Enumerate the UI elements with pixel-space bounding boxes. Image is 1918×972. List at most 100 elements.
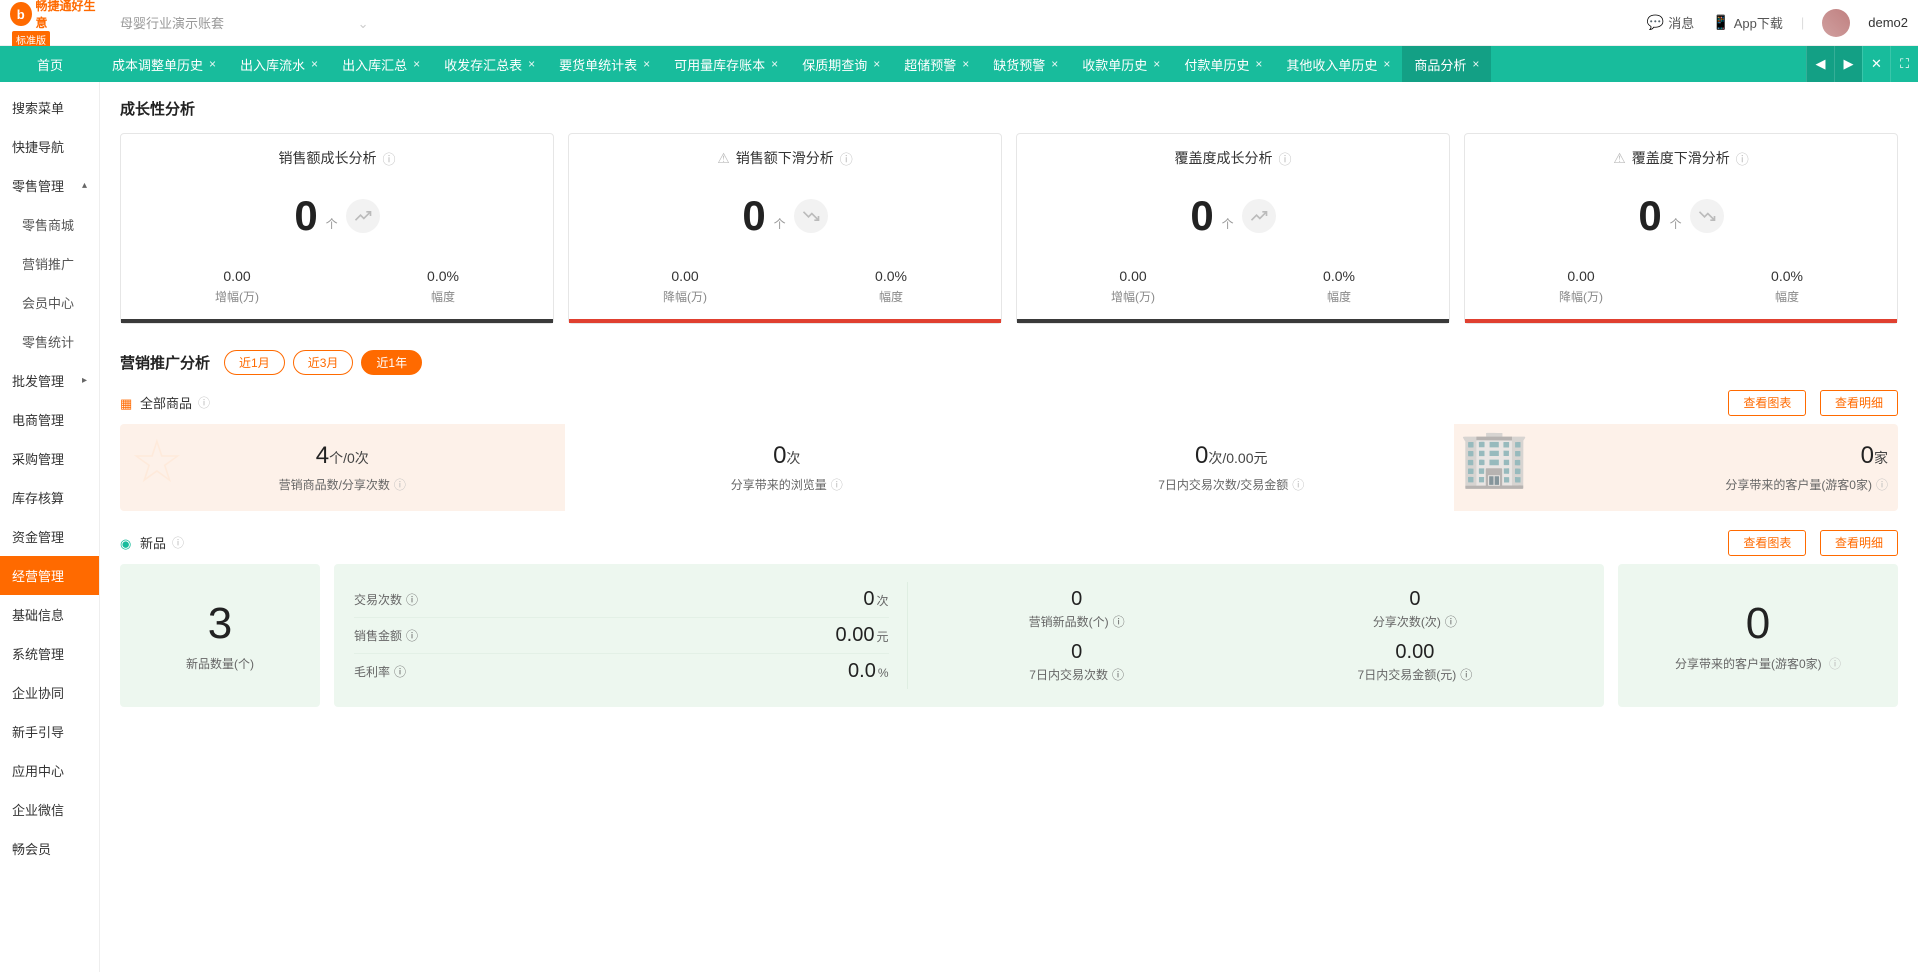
period-pill[interactable]: 近1年 — [361, 350, 422, 375]
tab-item[interactable]: 其他收入单历史× — [1274, 46, 1402, 82]
new-goods-count-label: 新品数量(个) — [186, 655, 254, 672]
tab-close-icon[interactable]: × — [1255, 57, 1262, 71]
avatar[interactable] — [1822, 9, 1850, 37]
sidebar-item[interactable]: 电商管理 — [0, 400, 99, 439]
new-goods-chart-button[interactable]: 查看图表 — [1728, 530, 1806, 556]
strip-cell: 🏢0家分享带来的客户量(游客0家) ⓘ — [1454, 424, 1899, 511]
period-pill[interactable]: 近1月 — [224, 350, 285, 375]
period-pill[interactable]: 近3月 — [293, 350, 354, 375]
marketing-title: 营销推广分析 — [120, 352, 210, 373]
tab-item[interactable]: 可用量库存账本× — [662, 46, 790, 82]
tab-close-icon[interactable]: × — [643, 57, 650, 71]
sidebar-subitem[interactable]: 营销推广 — [0, 244, 99, 283]
growth-big-number: 0 — [742, 192, 765, 240]
sidebar-item[interactable]: 畅会员 — [0, 829, 99, 868]
tab-item[interactable]: 付款单历史× — [1172, 46, 1274, 82]
sidebar-item-label: 新手引导 — [12, 722, 64, 741]
tab-home[interactable]: 首页 — [0, 46, 100, 82]
username: demo2 — [1868, 15, 1908, 30]
tab-close-icon[interactable]: × — [1383, 57, 1390, 71]
sidebar-subitem[interactable]: 会员中心 — [0, 283, 99, 322]
sidebar-item-label: 经营管理 — [12, 566, 64, 585]
metric-value: 0.0% — [1323, 268, 1355, 284]
sidebar-item[interactable]: 采购管理 — [0, 439, 99, 478]
tab-close-icon[interactable]: × — [413, 57, 420, 71]
sidebar-item[interactable]: 企业微信 — [0, 790, 99, 829]
sidebar-item[interactable]: 系统管理 — [0, 634, 99, 673]
sidebar: 搜索菜单 快捷导航 零售管理▴零售商城营销推广会员中心零售统计批发管理▸电商管理… — [0, 82, 100, 972]
tab-close-icon[interactable]: × — [1051, 57, 1058, 71]
tab-item[interactable]: 商品分析× — [1402, 46, 1491, 82]
tab-controls: ◀ ▶ ✕ ⛶ — [1806, 46, 1918, 82]
new-goods-metrics-left: 交易次数 ⓘ0次销售金额 ⓘ0.00元毛利率 ⓘ0.0% — [354, 582, 908, 689]
tab-item[interactable]: 要货单统计表× — [547, 46, 662, 82]
new-goods-detail-button[interactable]: 查看明细 — [1820, 530, 1898, 556]
tab-item[interactable]: 保质期查询× — [790, 46, 892, 82]
account-selector[interactable]: 母婴行业演示账套 — [100, 13, 1647, 32]
metric-row: 交易次数 ⓘ0次 — [354, 582, 889, 618]
tab-item[interactable]: 收款单历史× — [1070, 46, 1172, 82]
sidebar-subitem[interactable]: 零售统计 — [0, 322, 99, 361]
tab-close-icon[interactable]: × — [1472, 57, 1479, 71]
growth-card[interactable]: 覆盖度成长分析ⓘ0个0.00增幅(万)0.0%幅度 — [1016, 133, 1450, 324]
all-goods-detail-button[interactable]: 查看明细 — [1820, 390, 1898, 416]
tab-scroll-left[interactable]: ◀ — [1806, 46, 1834, 82]
top-header: b 畅捷通好生意 标准版 母婴行业演示账套 💬 消息 📱 App下载 | dem… — [0, 0, 1918, 46]
sidebar-item-label: 零售管理 — [12, 176, 64, 195]
sidebar-quicknav[interactable]: 快捷导航 — [0, 127, 99, 166]
sidebar-subitem[interactable]: 零售商城 — [0, 205, 99, 244]
strip-label: 7日内交易次数/交易金额 ⓘ — [1019, 476, 1444, 493]
metric-value: 0.00 — [215, 268, 259, 284]
metric-value: 0.00 — [663, 268, 707, 284]
info-icon: ⓘ — [1292, 476, 1304, 493]
growth-card-bar — [121, 319, 553, 323]
tab-close-all[interactable]: ✕ — [1862, 46, 1890, 82]
content: 成长性分析 销售额成长分析ⓘ0个0.00增幅(万)0.0%幅度⚠销售额下滑分析ⓘ… — [100, 82, 1918, 972]
sidebar-item-label: 基础信息 — [12, 605, 64, 624]
sidebar-item[interactable]: 基础信息 — [0, 595, 99, 634]
growth-card[interactable]: ⚠销售额下滑分析ⓘ0个0.00降幅(万)0.0%幅度 — [568, 133, 1002, 324]
tab-item[interactable]: 出入库汇总× — [330, 46, 432, 82]
tab-item[interactable]: 缺货预警× — [981, 46, 1070, 82]
messages-button[interactable]: 💬 消息 — [1647, 13, 1694, 32]
sidebar-item[interactable]: 批发管理▸ — [0, 361, 99, 400]
info-icon: ⓘ — [1113, 613, 1125, 630]
growth-card[interactable]: ⚠覆盖度下滑分析ⓘ0个0.00降幅(万)0.0%幅度 — [1464, 133, 1898, 324]
new-goods-customer-card: 0 分享带来的客户量(游客0家) ⓘ — [1618, 564, 1898, 707]
tab-close-icon[interactable]: × — [209, 57, 216, 71]
sidebar-item[interactable]: 经营管理 — [0, 556, 99, 595]
tab-close-icon[interactable]: × — [1153, 57, 1160, 71]
sidebar-item[interactable]: 应用中心 — [0, 751, 99, 790]
sidebar-item[interactable]: 资金管理 — [0, 517, 99, 556]
strip-value: 0次/0.00元 — [1019, 442, 1444, 470]
info-icon: ⓘ — [172, 534, 184, 551]
tab-item[interactable]: 收发存汇总表× — [432, 46, 547, 82]
tab-item[interactable]: 超储预警× — [892, 46, 981, 82]
new-goods-title: ◉ 新品 ⓘ — [120, 533, 184, 552]
sidebar-item[interactable]: 企业协同 — [0, 673, 99, 712]
sidebar-item[interactable]: 新手引导 — [0, 712, 99, 751]
tab-close-icon[interactable]: × — [962, 57, 969, 71]
metric-value: 0 — [1246, 588, 1584, 611]
all-goods-strip: ☆4个/0次营销商品数/分享次数 ⓘ0次分享带来的浏览量 ⓘ0次/0.00元7日… — [120, 424, 1898, 511]
metric-label: 降幅(万) — [663, 288, 707, 305]
tab-item[interactable]: 出入库流水× — [228, 46, 330, 82]
sidebar-item[interactable]: 库存核算 — [0, 478, 99, 517]
all-goods-header: ▦ 全部商品 ⓘ 查看图表 查看明细 — [120, 393, 1898, 412]
info-icon: ⓘ — [1460, 666, 1472, 683]
sidebar-search[interactable]: 搜索菜单 — [0, 88, 99, 127]
tab-item[interactable]: 成本调整单历史× — [100, 46, 228, 82]
tab-bar: 首页 成本调整单历史×出入库流水×出入库汇总×收发存汇总表×要货单统计表×可用量… — [0, 46, 1918, 82]
all-goods-chart-button[interactable]: 查看图表 — [1728, 390, 1806, 416]
app-download-button[interactable]: 📱 App下载 — [1712, 13, 1783, 32]
growth-unit: 个 — [1222, 215, 1234, 232]
tab-close-icon[interactable]: × — [873, 57, 880, 71]
sidebar-item[interactable]: 零售管理▴ — [0, 166, 99, 205]
tab-close-icon[interactable]: × — [311, 57, 318, 71]
tab-scroll-right[interactable]: ▶ — [1834, 46, 1862, 82]
fullscreen-button[interactable]: ⛶ — [1890, 46, 1918, 82]
growth-card[interactable]: 销售额成长分析ⓘ0个0.00增幅(万)0.0%幅度 — [120, 133, 554, 324]
strip-cell: 0次/0.00元 7日内交易次数/交易金额 ⓘ — [1009, 424, 1454, 511]
tab-close-icon[interactable]: × — [528, 57, 535, 71]
tab-close-icon[interactable]: × — [771, 57, 778, 71]
